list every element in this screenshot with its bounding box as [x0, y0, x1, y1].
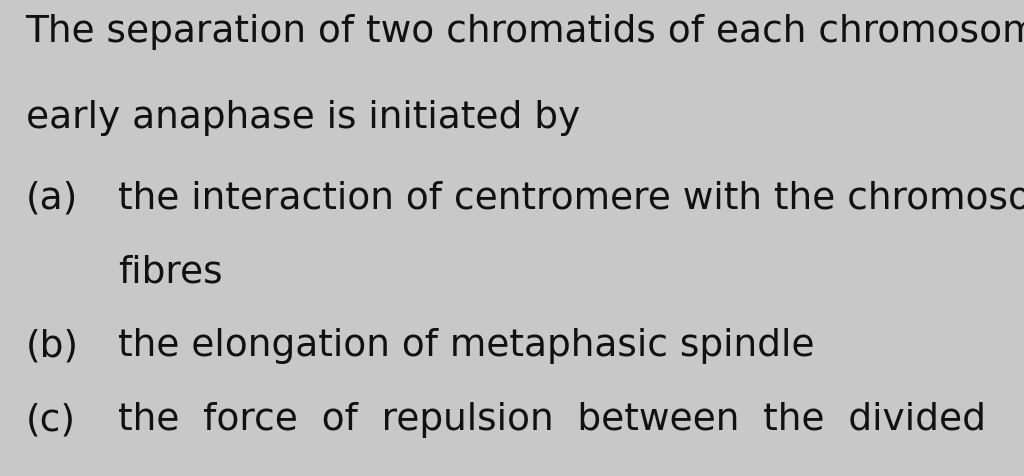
Text: the  force  of  repulsion  between  the  divided: the force of repulsion between the divid… [118, 402, 986, 438]
Text: fibres: fibres [118, 255, 222, 291]
Text: (b): (b) [26, 328, 79, 365]
Text: The separation of two chromatids of each chromosome at: The separation of two chromatids of each… [26, 14, 1024, 50]
Text: the elongation of metaphasic spindle: the elongation of metaphasic spindle [118, 328, 814, 365]
Text: the interaction of centromere with the chromosomal: the interaction of centromere with the c… [118, 181, 1024, 217]
Text: early anaphase is initiated by: early anaphase is initiated by [26, 100, 580, 136]
Text: (a): (a) [26, 181, 78, 217]
Text: (c): (c) [26, 402, 76, 438]
